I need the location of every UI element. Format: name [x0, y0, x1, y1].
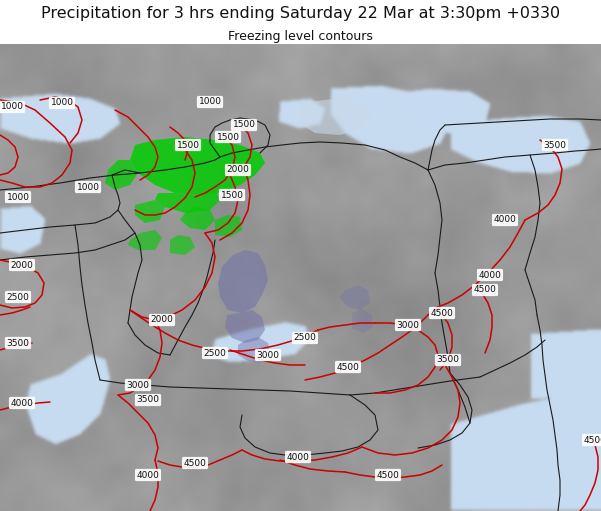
- Text: 1500: 1500: [216, 132, 240, 142]
- Text: 3500: 3500: [436, 356, 460, 364]
- Text: 1000: 1000: [7, 193, 29, 201]
- Text: 4500: 4500: [430, 309, 453, 317]
- Text: 1000: 1000: [198, 98, 222, 106]
- Polygon shape: [128, 230, 162, 250]
- Text: 1000: 1000: [50, 99, 73, 107]
- Polygon shape: [218, 250, 268, 313]
- Polygon shape: [105, 160, 138, 190]
- Polygon shape: [180, 207, 215, 230]
- Text: 1500: 1500: [221, 191, 243, 199]
- Polygon shape: [155, 190, 220, 213]
- Text: Precipitation for 3 hrs ending Saturday 22 Mar at 3:30pm +0330: Precipitation for 3 hrs ending Saturday …: [41, 6, 560, 21]
- Polygon shape: [130, 137, 265, 195]
- Polygon shape: [298, 97, 370, 135]
- Polygon shape: [170, 235, 195, 255]
- Text: 4500: 4500: [183, 458, 206, 468]
- Polygon shape: [215, 215, 242, 237]
- Text: 4500: 4500: [377, 471, 400, 479]
- Polygon shape: [238, 337, 270, 363]
- Text: 2000: 2000: [227, 166, 249, 174]
- Text: 4000: 4000: [287, 453, 310, 461]
- Polygon shape: [340, 285, 370, 310]
- Text: 1500: 1500: [233, 121, 255, 129]
- Polygon shape: [352, 309, 373, 333]
- Text: 1000: 1000: [76, 182, 100, 192]
- Text: Freezing level contours: Freezing level contours: [228, 30, 373, 42]
- Polygon shape: [225, 310, 265, 343]
- Text: 3500: 3500: [136, 396, 159, 405]
- Text: 4500: 4500: [584, 435, 601, 445]
- Text: 2500: 2500: [7, 292, 29, 301]
- Text: 4000: 4000: [136, 471, 159, 479]
- Text: 3000: 3000: [397, 320, 419, 330]
- Text: 4500: 4500: [474, 286, 496, 294]
- Text: 2000: 2000: [151, 315, 174, 324]
- Text: 3000: 3000: [257, 351, 279, 360]
- Text: 1500: 1500: [177, 141, 200, 150]
- Text: 4500: 4500: [337, 362, 359, 371]
- Text: 2500: 2500: [293, 334, 317, 342]
- Text: 3500: 3500: [7, 338, 29, 347]
- Text: 1000: 1000: [1, 103, 23, 111]
- Text: 4000: 4000: [11, 399, 34, 407]
- Text: 2000: 2000: [11, 261, 34, 269]
- Polygon shape: [135, 200, 165, 223]
- Text: 3000: 3000: [126, 381, 150, 389]
- Text: 4000: 4000: [478, 270, 501, 280]
- Text: 4000: 4000: [493, 216, 516, 224]
- Text: 3500: 3500: [543, 141, 567, 150]
- Text: 2500: 2500: [204, 349, 227, 358]
